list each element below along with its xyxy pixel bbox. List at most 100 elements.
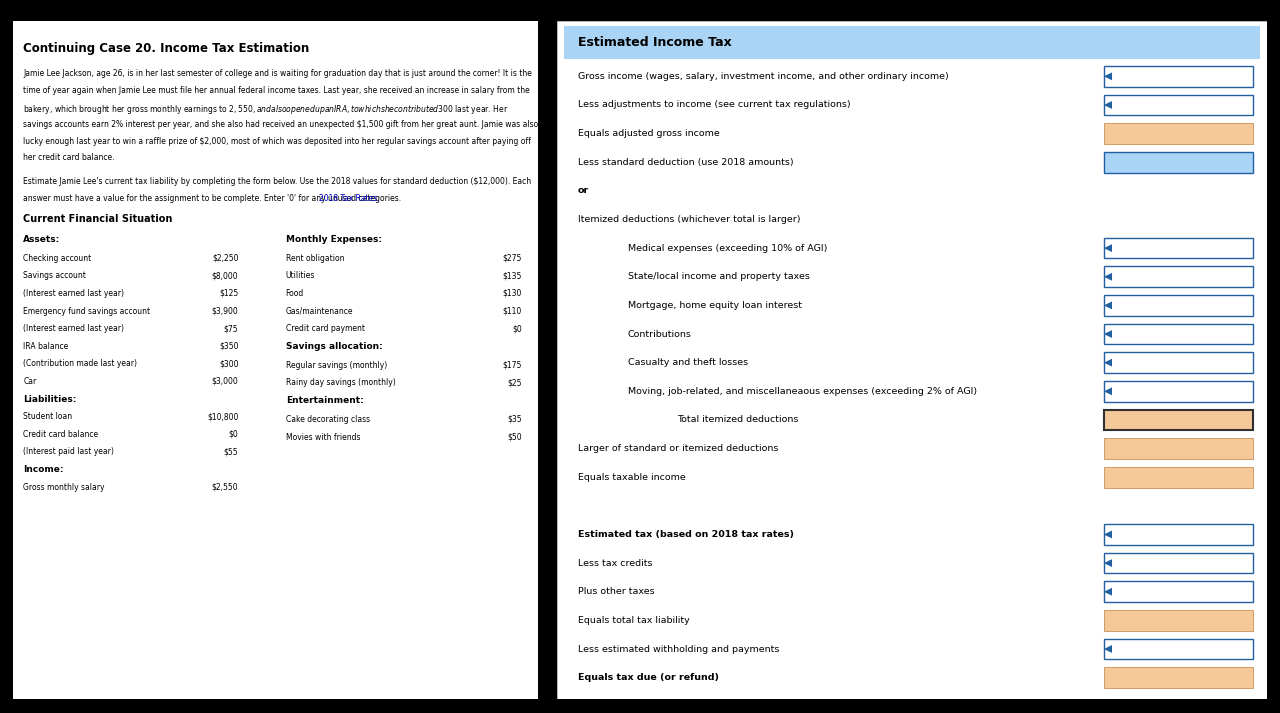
Text: $35: $35: [507, 415, 522, 424]
Polygon shape: [1103, 359, 1112, 366]
Text: $75: $75: [224, 324, 238, 333]
Text: Less adjustments to income (see current tax regulations): Less adjustments to income (see current …: [579, 101, 851, 110]
FancyBboxPatch shape: [1103, 352, 1253, 373]
Text: her credit card balance.: her credit card balance.: [23, 153, 115, 163]
Polygon shape: [1103, 530, 1112, 538]
Text: Regular savings (monthly): Regular savings (monthly): [285, 361, 387, 370]
Text: Casualty and theft losses: Casualty and theft losses: [627, 358, 748, 367]
FancyBboxPatch shape: [1103, 152, 1253, 173]
Text: Credit card payment: Credit card payment: [285, 324, 365, 333]
Text: bakery, which brought her gross monthly earnings to $2,550, and also opened up a: bakery, which brought her gross monthly …: [23, 103, 508, 116]
Text: $8,000: $8,000: [211, 272, 238, 280]
Text: Assets:: Assets:: [23, 235, 60, 244]
Polygon shape: [1103, 101, 1112, 109]
Text: answer must have a value for the assignment to be complete. Enter '0' for any un: answer must have a value for the assignm…: [23, 194, 403, 203]
Text: $350: $350: [219, 342, 238, 351]
FancyBboxPatch shape: [1103, 553, 1253, 573]
Text: Utilities: Utilities: [285, 272, 315, 280]
Text: Car: Car: [23, 377, 37, 386]
FancyBboxPatch shape: [564, 26, 1260, 58]
Text: Estimate Jamie Lee's current tax liability by completing the form below. Use the: Estimate Jamie Lee's current tax liabili…: [23, 178, 531, 186]
Polygon shape: [1103, 302, 1112, 309]
FancyBboxPatch shape: [1103, 123, 1253, 144]
FancyBboxPatch shape: [1103, 324, 1253, 344]
Text: Total itemized deductions: Total itemized deductions: [677, 416, 799, 424]
Text: $275: $275: [503, 254, 522, 262]
Text: Medical expenses (exceeding 10% of AGI): Medical expenses (exceeding 10% of AGI): [627, 244, 827, 252]
Text: Liabilities:: Liabilities:: [23, 394, 77, 404]
Polygon shape: [1103, 559, 1112, 567]
Text: IRA balance: IRA balance: [23, 342, 69, 351]
Text: $300: $300: [219, 359, 238, 369]
Text: Contributions: Contributions: [627, 329, 691, 339]
Text: Student loan: Student loan: [23, 412, 73, 421]
Text: $130: $130: [503, 289, 522, 298]
Text: Less standard deduction (use 2018 amounts): Less standard deduction (use 2018 amount…: [579, 158, 794, 167]
Text: Estimated Income Tax: Estimated Income Tax: [579, 36, 732, 49]
Text: Larger of standard or itemized deductions: Larger of standard or itemized deduction…: [579, 444, 778, 453]
Text: lucky enough last year to win a raffle prize of $2,000, most of which was deposi: lucky enough last year to win a raffle p…: [23, 137, 531, 145]
Text: Income:: Income:: [23, 465, 64, 474]
FancyBboxPatch shape: [1103, 295, 1253, 316]
Text: Moving, job-related, and miscellaneaous expenses (exceeding 2% of AGI): Moving, job-related, and miscellaneaous …: [627, 387, 977, 396]
Polygon shape: [1103, 73, 1112, 81]
Text: (Contribution made last year): (Contribution made last year): [23, 359, 137, 369]
Text: Movies with friends: Movies with friends: [285, 433, 360, 441]
Polygon shape: [1103, 387, 1112, 395]
Text: Estimated tax (based on 2018 tax rates): Estimated tax (based on 2018 tax rates): [579, 530, 794, 539]
Text: Equals taxable income: Equals taxable income: [579, 473, 686, 482]
Text: Mortgage, home equity loan interest: Mortgage, home equity loan interest: [627, 301, 801, 310]
Text: $135: $135: [503, 272, 522, 280]
Polygon shape: [1103, 588, 1112, 595]
Polygon shape: [1103, 273, 1112, 281]
Text: $175: $175: [503, 361, 522, 370]
Text: $2,250: $2,250: [212, 254, 238, 262]
Text: (Interest paid last year): (Interest paid last year): [23, 448, 114, 456]
Text: $3,900: $3,900: [211, 307, 238, 316]
Text: Monthly Expenses:: Monthly Expenses:: [285, 235, 381, 244]
Text: Cake decorating class: Cake decorating class: [285, 415, 370, 424]
Text: State/local income and property taxes: State/local income and property taxes: [627, 272, 810, 282]
Text: or: or: [579, 186, 589, 195]
Text: Savings account: Savings account: [23, 272, 86, 280]
Polygon shape: [1103, 645, 1112, 653]
FancyBboxPatch shape: [1103, 238, 1253, 258]
Text: Food: Food: [285, 289, 303, 298]
Text: Continuing Case 20. Income Tax Estimation: Continuing Case 20. Income Tax Estimatio…: [23, 42, 310, 55]
FancyBboxPatch shape: [1103, 95, 1253, 116]
FancyBboxPatch shape: [1103, 610, 1253, 631]
FancyBboxPatch shape: [1103, 524, 1253, 545]
Polygon shape: [1103, 330, 1112, 338]
Text: Entertainment:: Entertainment:: [285, 396, 364, 405]
Text: time of year again when Jamie Lee must file her annual federal income taxes. Las: time of year again when Jamie Lee must f…: [23, 86, 530, 95]
Text: $3,000: $3,000: [211, 377, 238, 386]
FancyBboxPatch shape: [1103, 381, 1253, 401]
Text: $50: $50: [507, 433, 522, 441]
FancyBboxPatch shape: [1103, 667, 1253, 688]
Text: $10,800: $10,800: [207, 412, 238, 421]
Text: Equals tax due (or refund): Equals tax due (or refund): [579, 673, 719, 682]
Text: $55: $55: [224, 448, 238, 456]
Text: Rent obligation: Rent obligation: [285, 254, 344, 262]
FancyBboxPatch shape: [13, 21, 538, 699]
Text: Credit card balance: Credit card balance: [23, 430, 99, 438]
FancyBboxPatch shape: [1103, 581, 1253, 602]
Text: $110: $110: [503, 307, 522, 316]
Text: $125: $125: [219, 289, 238, 298]
Text: Plus other taxes: Plus other taxes: [579, 588, 655, 596]
Text: Equals adjusted gross income: Equals adjusted gross income: [579, 129, 719, 138]
Text: Gross monthly salary: Gross monthly salary: [23, 483, 105, 492]
Text: Savings allocation:: Savings allocation:: [285, 342, 383, 351]
Text: Jamie Lee Jackson, age 26, is in her last semester of college and is waiting for: Jamie Lee Jackson, age 26, is in her las…: [23, 69, 532, 78]
Text: Gas/maintenance: Gas/maintenance: [285, 307, 353, 316]
FancyBboxPatch shape: [1103, 639, 1253, 660]
Text: Itemized deductions (whichever total is larger): Itemized deductions (whichever total is …: [579, 215, 800, 224]
Text: (Interest earned last year): (Interest earned last year): [23, 289, 124, 298]
FancyBboxPatch shape: [557, 21, 1267, 699]
Text: Rainy day savings (monthly): Rainy day savings (monthly): [285, 379, 396, 387]
FancyBboxPatch shape: [1103, 438, 1253, 459]
FancyBboxPatch shape: [1103, 66, 1253, 87]
Text: (Interest earned last year): (Interest earned last year): [23, 324, 124, 333]
Text: Current Financial Situation: Current Financial Situation: [23, 215, 173, 225]
FancyBboxPatch shape: [1103, 410, 1253, 430]
